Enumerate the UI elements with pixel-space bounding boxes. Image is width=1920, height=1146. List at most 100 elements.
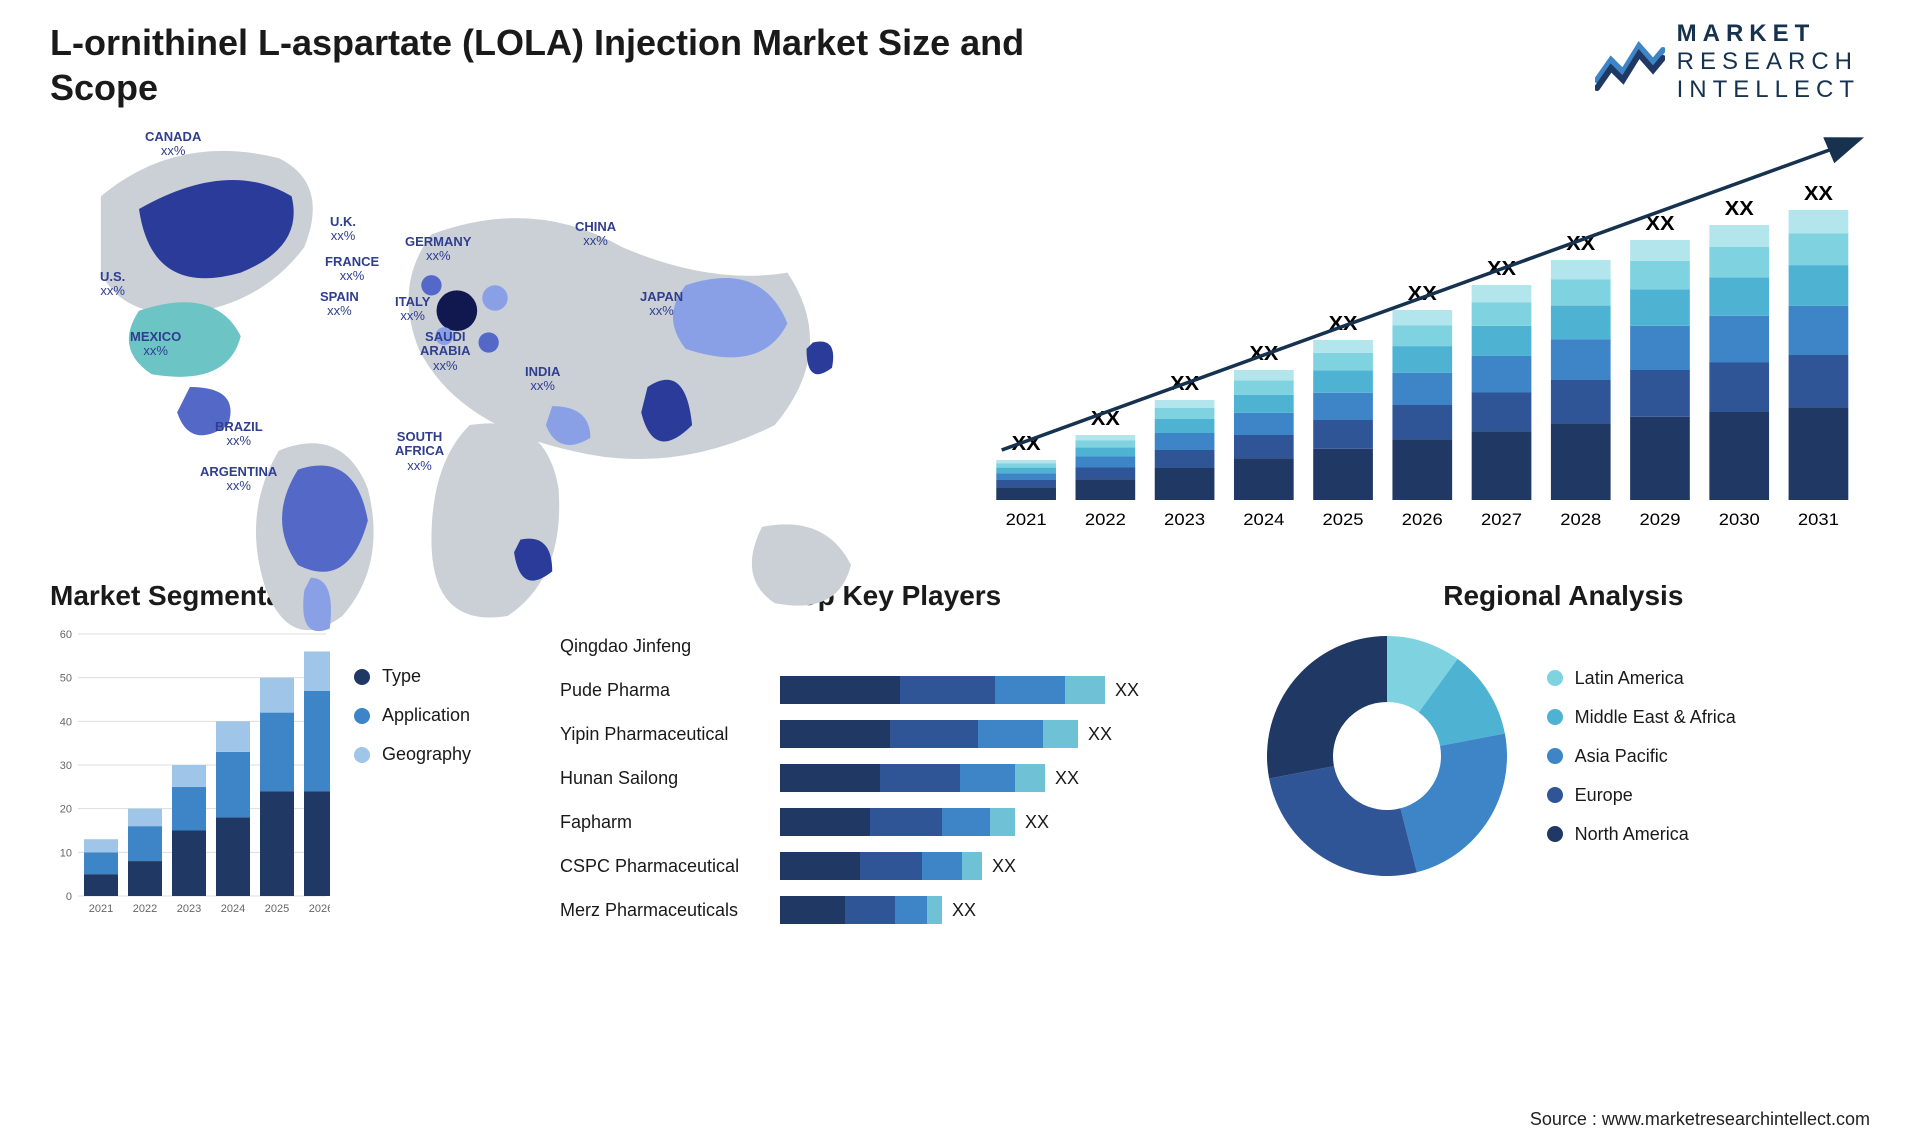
key-player-bar bbox=[780, 896, 942, 924]
bar-segment bbox=[1392, 325, 1452, 346]
seg-bar-segment bbox=[304, 651, 330, 690]
bar-segment bbox=[1551, 279, 1611, 305]
world-map-panel: CANADAxx%U.S.xx%MEXICOxx%BRAZILxx%ARGENT… bbox=[50, 120, 940, 540]
seg-bar-segment bbox=[128, 809, 162, 826]
seg-bar-segment bbox=[304, 791, 330, 896]
bar-segment bbox=[1789, 407, 1849, 500]
bar-segment bbox=[1551, 339, 1611, 380]
seg-y-tick: 0 bbox=[66, 891, 72, 903]
legend-label: Asia Pacific bbox=[1575, 746, 1668, 767]
key-player-bar bbox=[780, 764, 1045, 792]
bar-segment bbox=[1551, 260, 1611, 279]
bar-segment bbox=[1392, 346, 1452, 373]
bar-segment bbox=[1709, 247, 1769, 277]
bar-segment bbox=[1789, 355, 1849, 407]
bar-segment bbox=[1709, 363, 1769, 413]
key-player-bar bbox=[780, 808, 1015, 836]
key-player-row: Pude PharmaXX bbox=[560, 670, 1227, 710]
donut-slice bbox=[1267, 636, 1387, 778]
legend-dot bbox=[1547, 709, 1563, 725]
bar-segment bbox=[1076, 435, 1136, 440]
bar-segment bbox=[1472, 431, 1532, 500]
key-player-row: FapharmXX bbox=[560, 802, 1227, 842]
bar-segment bbox=[1472, 326, 1532, 356]
seg-y-tick: 30 bbox=[60, 760, 72, 772]
seg-bar-segment bbox=[84, 839, 118, 852]
key-player-value: XX bbox=[992, 856, 1016, 877]
bar-segment bbox=[1789, 210, 1849, 233]
seg-y-tick: 60 bbox=[60, 629, 72, 641]
seg-year-label: 2024 bbox=[221, 903, 245, 915]
logo-line1: MARKET bbox=[1677, 20, 1860, 48]
bar-segment bbox=[1155, 450, 1215, 468]
bar-segment bbox=[1155, 419, 1215, 433]
bar-year-label: 2030 bbox=[1719, 510, 1760, 529]
legend-item: Geography bbox=[354, 744, 471, 765]
regional-legend: Latin America Middle East & Africa Asia … bbox=[1547, 668, 1736, 845]
bar-segment bbox=[1155, 408, 1215, 419]
bar-year-label: 2029 bbox=[1639, 510, 1680, 529]
key-player-bar-segment bbox=[962, 852, 982, 880]
bar-segment bbox=[1313, 370, 1373, 392]
regional-donut-chart bbox=[1257, 626, 1517, 886]
key-player-bar-segment bbox=[1043, 720, 1078, 748]
bar-segment bbox=[1472, 302, 1532, 326]
legend-label: Application bbox=[382, 705, 470, 726]
map-label: MEXICOxx% bbox=[130, 330, 181, 359]
key-player-bar-segment bbox=[870, 808, 942, 836]
bar-segment bbox=[1472, 356, 1532, 393]
bar-segment bbox=[1234, 395, 1294, 413]
key-player-name: Yipin Pharmaceutical bbox=[560, 724, 780, 745]
bar-segment bbox=[1313, 393, 1373, 420]
seg-year-label: 2021 bbox=[89, 903, 113, 915]
logo-mark-icon bbox=[1595, 32, 1665, 92]
bar-segment bbox=[1234, 380, 1294, 394]
key-player-bar-segment bbox=[780, 764, 880, 792]
legend-dot bbox=[1547, 787, 1563, 803]
bar-year-label: 2021 bbox=[1006, 510, 1047, 529]
key-player-row: Hunan SailongXX bbox=[560, 758, 1227, 798]
legend-item: Latin America bbox=[1547, 668, 1736, 689]
key-player-bar-segment bbox=[890, 720, 978, 748]
legend-dot bbox=[354, 669, 370, 685]
legend-label: Geography bbox=[382, 744, 471, 765]
brand-logo: MARKET RESEARCH INTELLECT bbox=[1595, 20, 1870, 104]
regional-title: Regional Analysis bbox=[1257, 580, 1870, 612]
key-player-name: CSPC Pharmaceutical bbox=[560, 856, 780, 877]
bar-segment bbox=[996, 480, 1056, 487]
bar-segment bbox=[1313, 340, 1373, 353]
key-player-value: XX bbox=[1055, 768, 1079, 789]
bar-segment bbox=[1789, 306, 1849, 355]
bar-segment bbox=[1234, 435, 1294, 458]
key-player-bar-segment bbox=[880, 764, 960, 792]
key-player-value: XX bbox=[1088, 724, 1112, 745]
world-map-icon bbox=[50, 120, 940, 654]
bar-segment bbox=[1472, 285, 1532, 302]
bar-segment bbox=[1709, 316, 1769, 363]
legend-label: Europe bbox=[1575, 785, 1633, 806]
legend-dot bbox=[354, 708, 370, 724]
bar-segment bbox=[1392, 439, 1452, 500]
bar-segment bbox=[1313, 420, 1373, 449]
key-player-name: Pude Pharma bbox=[560, 680, 780, 701]
seg-bar-segment bbox=[260, 713, 294, 792]
key-player-bar bbox=[780, 852, 982, 880]
key-player-bar-segment bbox=[995, 676, 1065, 704]
bar-segment bbox=[1076, 447, 1136, 456]
key-player-bar-segment bbox=[780, 720, 890, 748]
bar-year-label: 2022 bbox=[1085, 510, 1126, 529]
bar-segment bbox=[996, 473, 1056, 480]
legend-item: Application bbox=[354, 705, 471, 726]
bar-segment bbox=[1630, 417, 1690, 500]
legend-dot bbox=[1547, 670, 1563, 686]
bar-year-label: 2023 bbox=[1164, 510, 1205, 529]
bar-segment bbox=[1076, 456, 1136, 467]
bar-year-label: 2025 bbox=[1323, 510, 1364, 529]
key-player-bar-segment bbox=[900, 676, 995, 704]
bar-segment bbox=[1234, 370, 1294, 380]
legend-label: Type bbox=[382, 666, 421, 687]
bar-segment bbox=[1076, 440, 1136, 447]
seg-bar-segment bbox=[84, 874, 118, 896]
seg-year-label: 2023 bbox=[177, 903, 201, 915]
seg-y-tick: 40 bbox=[60, 716, 72, 728]
